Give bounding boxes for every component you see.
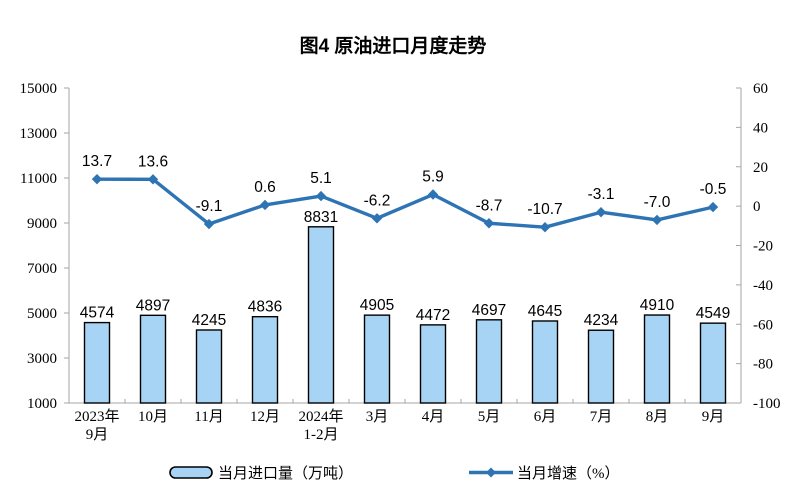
line-marker-diamond <box>539 221 551 233</box>
line-value-label: -6.2 <box>364 192 391 209</box>
line-value-label: 13.6 <box>138 153 168 170</box>
line-value-label: -7.0 <box>644 194 671 211</box>
line-marker-diamond <box>651 214 663 226</box>
bar-value-label: 4905 <box>360 297 394 314</box>
chart-title: 图4 原油进口月度走势 <box>300 34 487 57</box>
bar <box>195 329 223 404</box>
bar <box>139 314 167 404</box>
line-marker-diamond <box>203 218 215 230</box>
bar-value-label: 4472 <box>416 307 450 324</box>
line-value-label: -0.5 <box>700 181 727 198</box>
growth-line <box>95 177 715 229</box>
right-axis-tick-label: -80 <box>753 357 773 373</box>
bar-value-label: 4645 <box>528 303 562 320</box>
right-axis-tick-label: -100 <box>753 396 781 412</box>
right-axis-tick-label: -20 <box>753 239 773 255</box>
left-axis-tick-label: 3000 <box>27 351 57 367</box>
bar <box>419 324 447 404</box>
bar <box>531 320 559 404</box>
line-marker-diamond <box>707 201 719 213</box>
line-marker-diamond <box>483 218 495 229</box>
line-marker-diamond <box>595 207 607 218</box>
x-category-label: 3月 <box>366 409 389 425</box>
line-marker-diamond <box>427 189 439 200</box>
right-axis-tick-label: -40 <box>753 278 773 294</box>
left-axis-tick-label: 13000 <box>20 126 58 142</box>
legend-item-growth-rate: 当月增速（%） <box>469 465 620 482</box>
bar <box>475 319 503 404</box>
line-marker-diamond <box>91 173 103 185</box>
right-axis-tick-label: -60 <box>753 317 773 333</box>
x-category-label: 1-2月 <box>304 427 339 443</box>
bar <box>251 315 279 404</box>
bar-value-label: 4574 <box>80 305 115 322</box>
x-category-label: 11月 <box>194 409 223 425</box>
x-category-label: 2023年 <box>74 408 119 425</box>
left-axis-tick-label: 15000 <box>20 81 58 97</box>
line-marker-diamond <box>371 213 383 224</box>
legend-label: 当月进口量（万吨） <box>218 465 353 482</box>
bar-value-label: 4697 <box>472 302 506 319</box>
left-axis-tick-label: 11000 <box>20 171 57 187</box>
line-marker-diamond <box>315 190 327 202</box>
left-axis-tick-label: 5000 <box>27 306 57 322</box>
legend-bar-swatch <box>169 466 213 479</box>
line-value-label: 5.9 <box>422 169 444 186</box>
right-axis-tick-label: 0 <box>753 199 761 215</box>
line-value-label: 13.7 <box>82 153 112 170</box>
line-value-label: -10.7 <box>527 201 562 218</box>
bar <box>363 314 391 404</box>
right-axis-tick-label: 40 <box>753 120 768 136</box>
bar <box>83 321 111 404</box>
chart-legend: 当月进口量（万吨） 当月增速（%） <box>169 465 620 482</box>
x-category-label: 9月 <box>86 427 109 443</box>
bar <box>643 314 671 404</box>
chart-plot-area: 1000 3000 5000 7000 9000 11000 13000 15000 -100 -… <box>20 81 781 443</box>
line-value-label: -9.1 <box>196 198 223 215</box>
x-category-label: 10月 <box>138 409 168 425</box>
line-value-label: -3.1 <box>588 186 615 203</box>
x-category-label: 12月 <box>250 409 280 425</box>
right-axis-tick-label: 20 <box>753 160 768 176</box>
bar-value-label: 4549 <box>696 305 730 322</box>
x-category-label: 5月 <box>478 409 501 425</box>
left-axis-tick-label: 7000 <box>27 261 57 277</box>
legend-label: 当月增速（%） <box>517 465 620 482</box>
line-marker-diamond <box>147 174 159 185</box>
x-category-label: 2024年 <box>298 408 343 425</box>
line-value-label: -8.7 <box>476 197 503 214</box>
bar <box>587 329 615 404</box>
bar <box>699 322 727 404</box>
x-category-label: 9月 <box>702 409 725 425</box>
bar-value-label: 4910 <box>640 297 675 314</box>
x-category-label: 7月 <box>590 409 613 425</box>
left-axis-tick-label: 9000 <box>27 216 57 232</box>
bar-value-label: 4234 <box>584 312 619 329</box>
left-axis-tick-label: 1000 <box>27 396 57 412</box>
x-category-label: 6月 <box>534 409 557 425</box>
legend-item-import-volume: 当月进口量（万吨） <box>169 465 353 482</box>
line-value-label: 0.6 <box>254 179 276 196</box>
line-value-label: 5.1 <box>310 170 332 187</box>
bar-value-label: 4897 <box>136 297 170 314</box>
legend-line-marker-diamond <box>486 467 496 478</box>
right-axis-tick-label: 60 <box>753 81 768 97</box>
x-category-label: 8月 <box>646 409 669 425</box>
line-marker-diamond <box>259 199 271 211</box>
x-category-label: 4月 <box>422 409 445 425</box>
bar <box>307 226 335 404</box>
bar-value-label: 4836 <box>248 299 282 316</box>
bar-value-label: 8831 <box>304 209 338 226</box>
bar-value-label: 4245 <box>192 312 226 329</box>
